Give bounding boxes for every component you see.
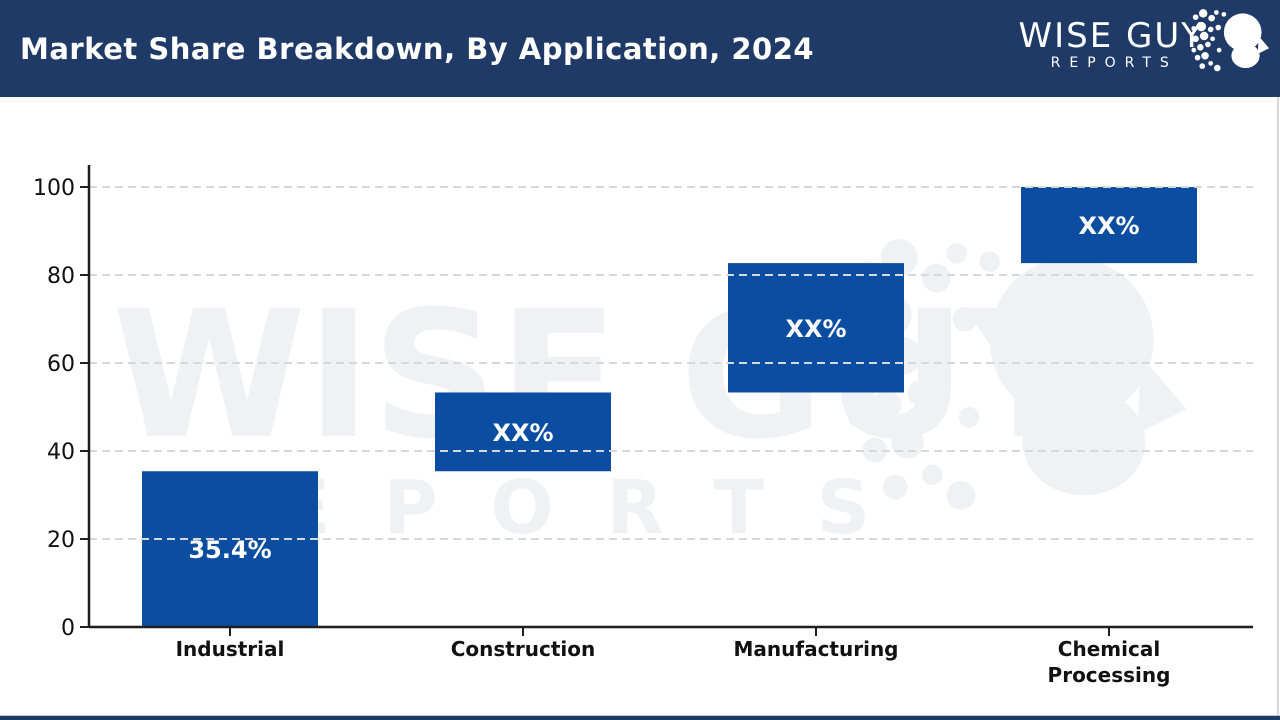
x-axis-label-construction: Construction	[451, 637, 595, 661]
x-axis-label-industrial: Industrial	[176, 637, 285, 661]
bar-value-label-industrial: 35.4%	[188, 536, 271, 564]
bar-chemical-processing	[1021, 187, 1197, 264]
y-tick-label-60: 60	[47, 352, 75, 377]
y-tick-label-100: 100	[33, 176, 75, 201]
right-border-line	[1276, 97, 1279, 715]
waterfall-chart: 0 20 40 60 80 100 Industrial 35.4% Construction X…	[33, 165, 1253, 687]
bar-construction	[435, 392, 611, 472]
y-tick-label-20: 20	[47, 528, 75, 553]
bar-value-label-manufacturing: XX%	[785, 315, 846, 343]
y-tick-label-80: 80	[47, 264, 75, 289]
page-title: Market Share Breakdown, By Application, …	[20, 32, 815, 66]
chart-area: WISE GUY REPORTS 0 20 40 60 80 100 Industrial 3…	[0, 97, 1280, 716]
x-axis-label-chemical-processing: Chemical Processing	[1048, 637, 1171, 687]
bar-value-label-construction: XX%	[492, 419, 553, 447]
y-tick-label-40: 40	[47, 440, 75, 465]
bar-manufacturing	[728, 263, 904, 393]
wiseguy-head-icon	[1190, 8, 1270, 80]
logo-wordmark: WISE GUY	[1018, 15, 1204, 56]
y-tick-label-0: 0	[61, 616, 75, 641]
x-axis-label-manufacturing: Manufacturing	[734, 637, 899, 661]
bar-value-label-chemical-processing: XX%	[1078, 212, 1139, 240]
footer-accent-bar	[0, 715, 1280, 720]
header-bar: Market Share Breakdown, By Application, …	[0, 0, 1280, 97]
logo-text: WISE GUY REPORTS	[1018, 18, 1204, 71]
wiseguy-logo: WISE GUY REPORTS	[1018, 8, 1270, 80]
bar-industrial	[142, 471, 318, 627]
logo-reports-text: REPORTS	[1050, 54, 1178, 71]
